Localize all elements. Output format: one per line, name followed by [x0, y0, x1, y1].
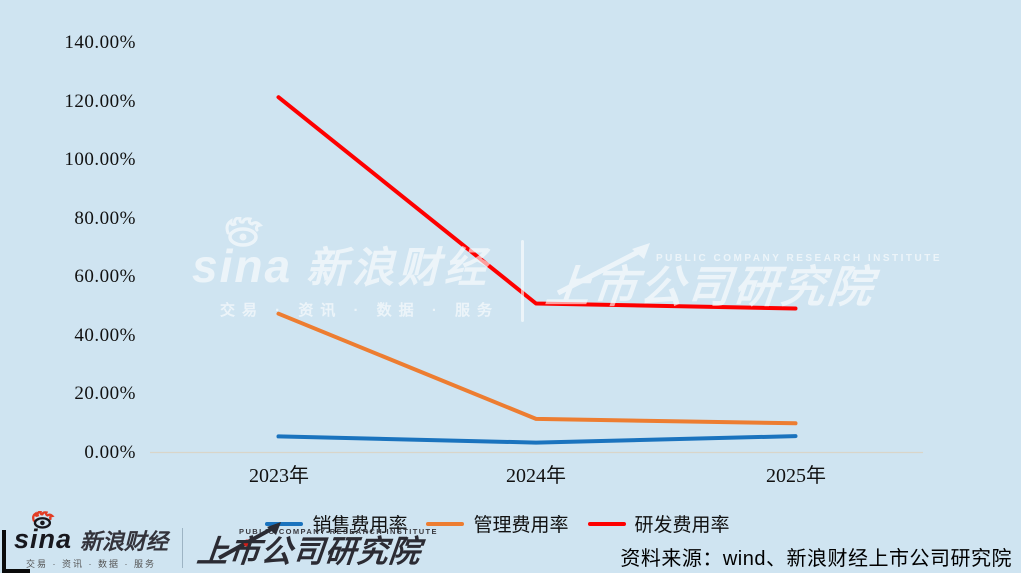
x-tick-label: 2024年 — [506, 465, 566, 487]
footer-institute-logo: PUBLIC COMPANY RESEARCH INSTITUTE 上市公司研究… — [195, 522, 438, 569]
legend-item-1: 管理费用率 — [426, 510, 569, 537]
legend-swatch — [587, 521, 626, 526]
chart-legend: 销售费用率 管理费用率 研发费用率 — [0, 510, 1008, 537]
sina-eye-icon — [32, 511, 55, 529]
series-line-2 — [276, 95, 798, 311]
legend-swatch — [426, 521, 465, 526]
legend-item-0: 销售费用率 — [265, 510, 407, 537]
footer-logos: sina 新浪财经 交易 · 资讯 · 数据 · 服务 PUBLIC COMPA… — [0, 511, 438, 570]
footer-institute-text: 上市公司研究院 — [195, 534, 423, 569]
footer-sina-brand: 新浪财经 — [80, 529, 169, 554]
series-line-1 — [276, 311, 798, 426]
y-tick-label: 20.00% — [74, 383, 136, 404]
footer-sina-logo: sina 新浪财经 交易 · 资讯 · 数据 · 服务 — [14, 511, 169, 570]
footer-divider — [182, 528, 184, 568]
y-tick-label: 60.00% — [74, 266, 136, 287]
legend-item-2: 研发费用率 — [587, 510, 730, 537]
data-source-note: 资料来源：wind、新浪财经上市公司研究院 — [620, 548, 1012, 570]
corner-frame-mark — [2, 569, 30, 573]
series-line-0 — [276, 434, 798, 445]
legend-label: 研发费用率 — [634, 515, 730, 536]
y-tick-label: 120.00% — [64, 91, 136, 112]
footer-sina-tagline: 交易 · 资讯 · 数据 · 服务 — [26, 559, 157, 569]
y-tick-label: 80.00% — [74, 208, 136, 229]
y-tick-label: 100.00% — [64, 149, 136, 170]
footer-institute-en: PUBLIC COMPANY RESEARCH INSTITUTE — [239, 527, 438, 536]
x-tick-label: 2023年 — [249, 465, 309, 487]
footer-sina-wordmark: sina — [14, 511, 72, 553]
y-tick-label: 40.00% — [74, 325, 136, 346]
legend-swatch — [265, 521, 304, 526]
legend-label: 管理费用率 — [473, 515, 569, 536]
x-tick-label: 2025年 — [766, 465, 826, 487]
y-tick-label: 140.00% — [64, 32, 136, 53]
legend-label: 销售费用率 — [312, 515, 408, 536]
y-tick-label: 0.00% — [84, 442, 136, 463]
footer-arrow-icon — [218, 522, 282, 560]
corner-frame-mark — [2, 530, 6, 573]
